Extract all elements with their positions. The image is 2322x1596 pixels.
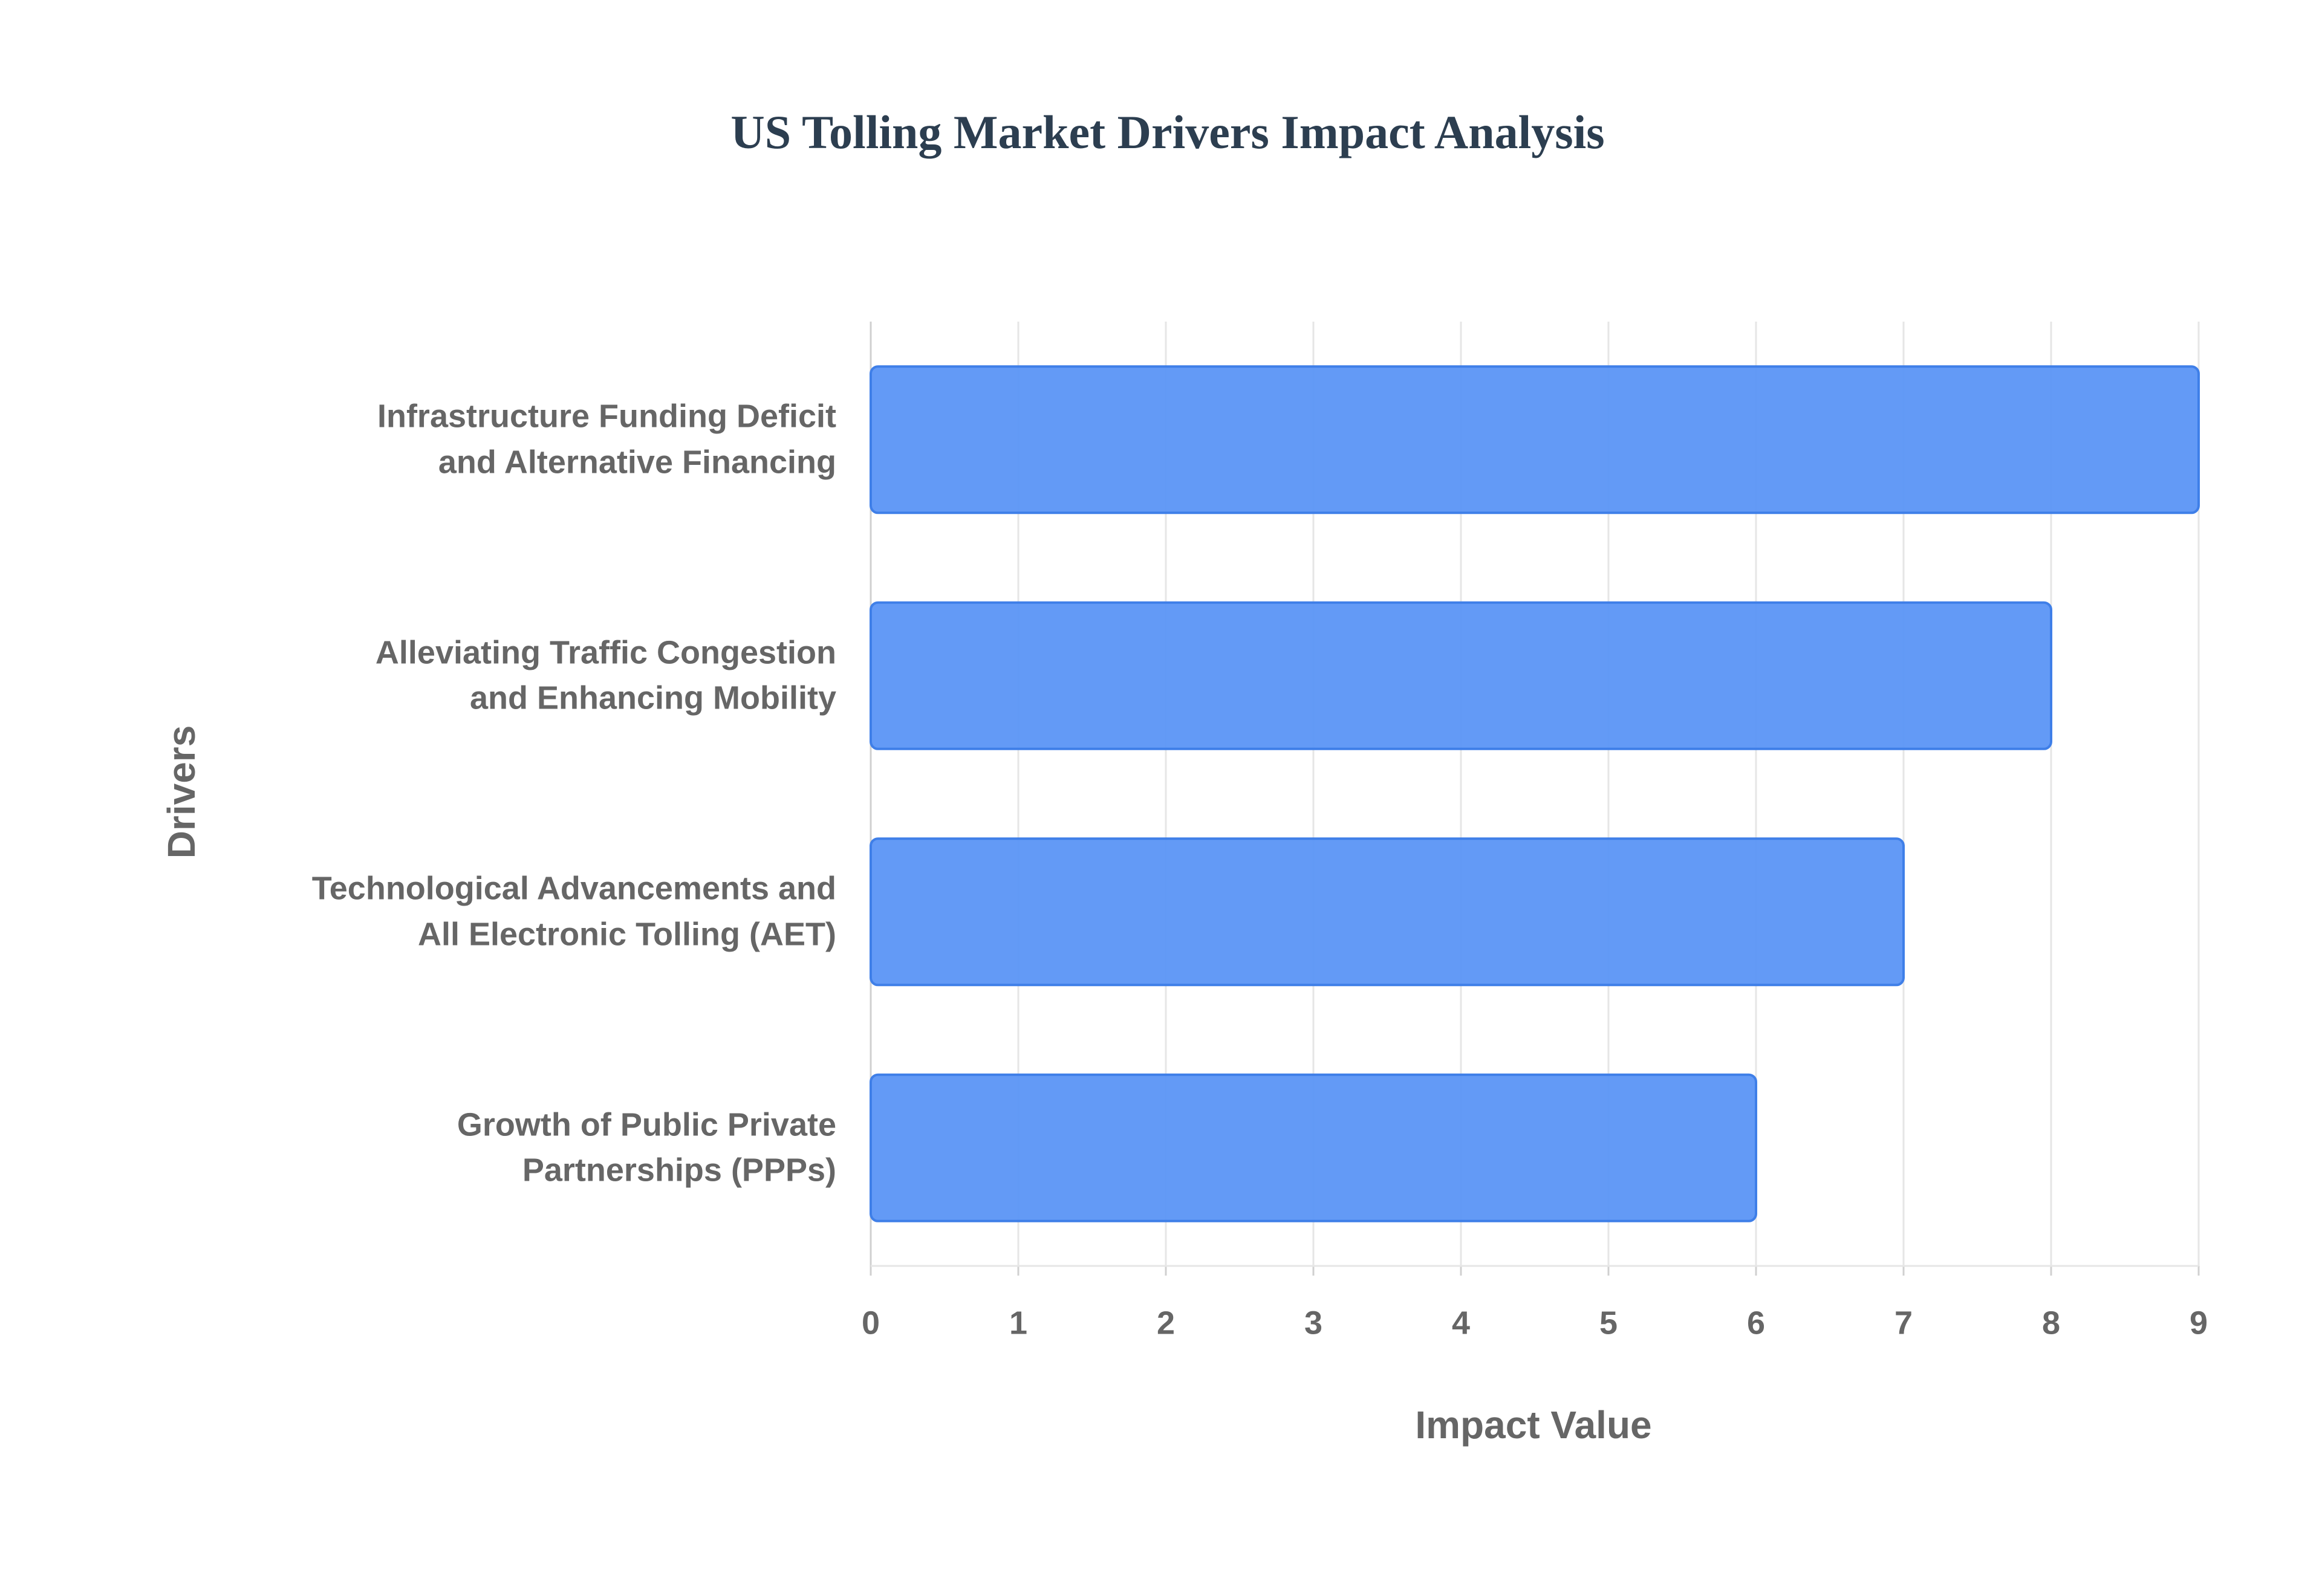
y-tick-label: Infrastructure Funding Deficit and Alter… bbox=[377, 398, 836, 481]
x-tick-label: 5 bbox=[1599, 1305, 1618, 1341]
y-tick-label: Growth of Public Private Partnerships (P… bbox=[457, 1106, 836, 1189]
y-axis-title: Drivers bbox=[160, 725, 203, 859]
x-tick-label: 3 bbox=[1304, 1305, 1322, 1341]
x-tick-label: 4 bbox=[1452, 1305, 1470, 1341]
x-tick-label: 9 bbox=[2190, 1305, 2208, 1341]
bar bbox=[870, 365, 2200, 514]
bar bbox=[870, 1073, 1757, 1222]
x-tick-label: 0 bbox=[862, 1305, 880, 1341]
x-axis-title: Impact Value bbox=[1415, 1403, 1651, 1447]
x-tick-label: 6 bbox=[1747, 1305, 1765, 1341]
x-tick-label: 8 bbox=[2042, 1305, 2060, 1341]
y-tick-label: Technological Advancements and All Elect… bbox=[311, 870, 836, 953]
x-tick-label: 2 bbox=[1157, 1305, 1175, 1341]
y-tick-label: Alleviating Traffic Congestion and Enhan… bbox=[375, 634, 836, 716]
bar bbox=[870, 837, 1905, 987]
chart-title: US Tolling Market Drivers Impact Analysi… bbox=[730, 106, 1604, 158]
x-tick-label: 7 bbox=[1894, 1305, 1913, 1341]
bar bbox=[870, 601, 2052, 750]
x-tick-label: 1 bbox=[1009, 1305, 1027, 1341]
